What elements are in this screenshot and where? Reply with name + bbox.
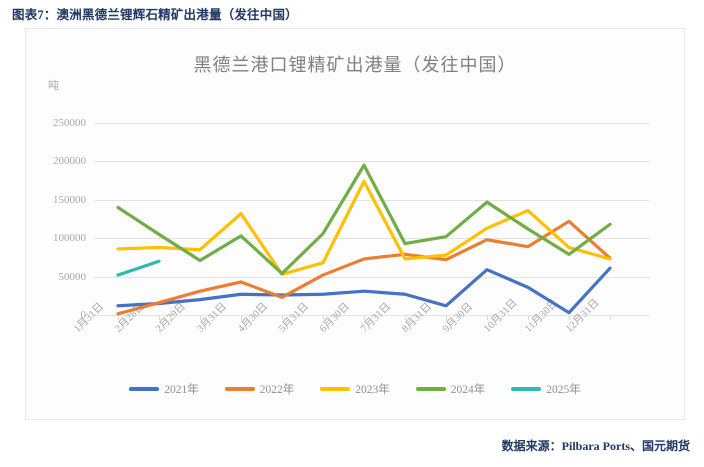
series-line-2022年 [116,219,612,316]
legend-label: 2024年 [450,384,486,396]
legend-swatch-icon [129,387,160,391]
gridline [94,123,650,124]
x-axis-tick-mark [241,316,242,320]
series-lines [116,163,612,316]
source-note: 数据来源：Pilbara Ports、国元期货 [501,439,690,453]
series-line-2025年 [116,259,161,277]
legend-label: 2023年 [355,384,390,396]
legend-label: 2022年 [259,384,295,396]
legend-item-2024年[interactable]: 2024年 [415,381,486,397]
x-axis-tick-mark [200,316,201,320]
x-axis-tick-mark [159,316,160,320]
y-axis-tick-label: 50000 [58,270,87,283]
series-line-2023年 [116,179,612,276]
y-axis-tick-label: 200000 [53,155,86,168]
x-axis-tick-mark [405,316,406,320]
y-axis-tick-label: 150000 [53,193,86,206]
y-axis-unit-label: 吨 [48,80,59,92]
x-axis-tick-mark [610,316,611,320]
gridline [94,276,650,278]
x-axis-tick-mark [569,316,570,320]
legend-item-2025年[interactable]: 2025年 [511,381,581,397]
legend-item-2022年[interactable]: 2022年 [224,381,295,397]
legend-swatch-icon [320,387,351,391]
chart-title: 黑德兰港口锂精矿出港量（发往中国） [193,55,517,75]
legend-item-2021年[interactable]: 2021年 [129,381,199,397]
chart-legend: 2021年 2022年 2023年 2024年 2025年 [26,381,684,397]
legend-swatch-icon [511,387,542,391]
y-axis-tick-label: 250000 [53,117,86,129]
x-axis-tick-mark [282,316,283,320]
y-axis-tick-label: 0 [80,309,87,321]
legend-swatch-icon [415,387,446,391]
gridline [94,199,650,201]
figure-caption: 图表7：澳洲黑德兰锂辉石精矿出港量（发往中国） [12,8,298,22]
x-axis-tick-mark [118,316,119,320]
gridline [94,238,650,240]
legend-label: 2021年 [164,384,199,396]
chart-panel: 黑德兰港口锂精矿出港量（发往中国） 吨 0 50000 100000 150000 20… [25,28,685,420]
gridline [94,161,650,163]
series-line-2024年 [116,163,612,276]
x-axis-tick-mark [323,316,324,320]
x-axis-tick-mark [446,316,447,320]
gridline [94,315,650,316]
x-axis-tick-mark [364,316,365,320]
y-axis-tick-label: 100000 [53,232,86,245]
plot-area: 0 50000 100000 150000 200000 250000 1月31日 2月28… [26,29,686,421]
legend-swatch-icon [224,387,255,391]
legend-item-2023年[interactable]: 2023年 [320,381,390,397]
series-line-2021年 [116,266,612,315]
x-axis-tick-mark [528,316,529,320]
x-axis-tick-mark [487,316,488,320]
legend-label: 2025年 [546,384,581,396]
